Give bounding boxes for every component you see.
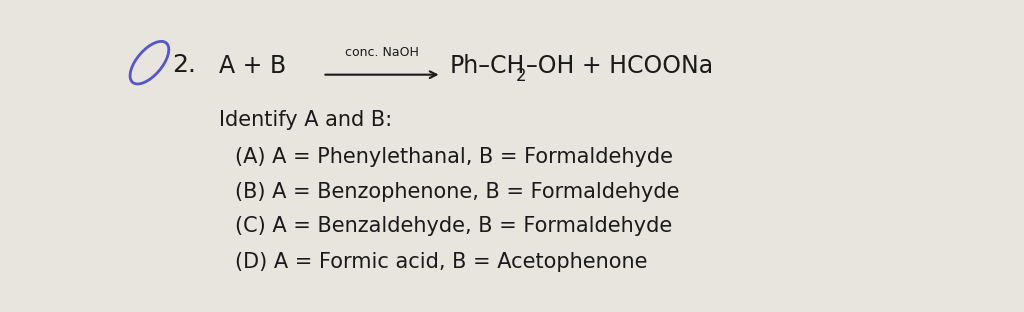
Text: conc. NaOH: conc. NaOH (345, 46, 419, 59)
Text: A + B: A + B (219, 54, 287, 78)
Text: (D) A = Formic acid, B = Acetophenone: (D) A = Formic acid, B = Acetophenone (236, 252, 647, 272)
Text: (A) A = Phenylethanal, B = Formaldehyde: (A) A = Phenylethanal, B = Formaldehyde (236, 147, 673, 167)
Text: –OH + HCOONa: –OH + HCOONa (525, 54, 713, 78)
Text: (B) A = Benzophenone, B = Formaldehyde: (B) A = Benzophenone, B = Formaldehyde (236, 182, 680, 202)
Text: 2: 2 (515, 67, 526, 85)
Text: Ph–CH: Ph–CH (450, 54, 524, 78)
Text: Identify A and B:: Identify A and B: (219, 110, 392, 129)
Text: (C) A = Benzaldehyde, B = Formaldehyde: (C) A = Benzaldehyde, B = Formaldehyde (236, 217, 673, 236)
Text: 2.: 2. (172, 53, 196, 77)
